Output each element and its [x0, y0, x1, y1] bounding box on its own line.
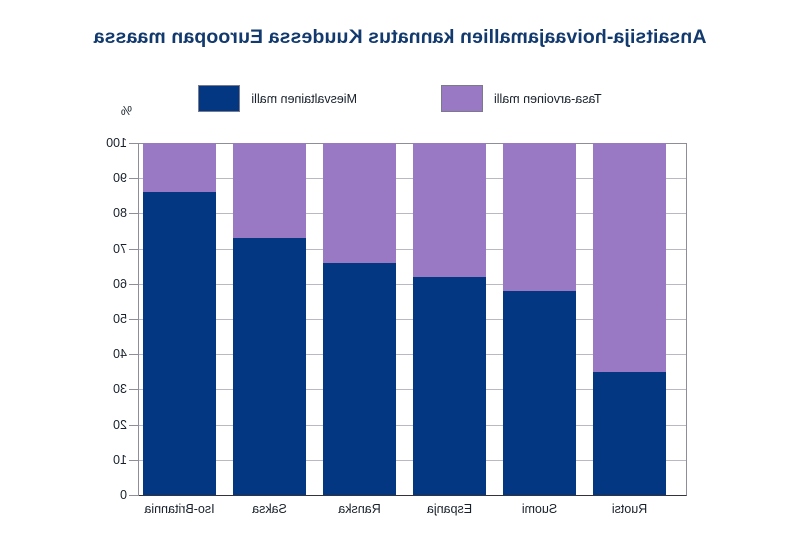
bar-segment[interactable]	[143, 143, 216, 193]
y-axis-tick-labels: 0 10 20 30 40 50 60 70 80 90 100	[92, 136, 132, 502]
y-axis-unit-label: %	[120, 104, 132, 118]
bar-segment[interactable]	[323, 262, 396, 495]
bar-segment[interactable]	[233, 143, 306, 239]
bar-group[interactable]	[233, 143, 306, 495]
bar-segment[interactable]	[413, 143, 486, 277]
y-axis-tick-label: 0	[120, 488, 127, 502]
y-axis-tick-label: 80	[113, 206, 127, 221]
x-axis-category-labels: Ruotsi Suomi Espanja Ranska Saksa Iso-Britann…	[139, 502, 687, 532]
bar-segment[interactable]	[503, 290, 576, 495]
y-axis-tick	[129, 495, 139, 496]
bar-segment[interactable]	[323, 143, 396, 263]
bar-group[interactable]	[323, 143, 396, 495]
legend-swatch-icon	[198, 85, 241, 112]
y-axis-tick-label: 60	[113, 276, 127, 291]
legend-item-tasa-arvoinen-malli[interactable]: Tasa-arvoinen malli	[440, 85, 602, 112]
bar-group[interactable]	[503, 143, 576, 495]
y-axis-tick-label: 10	[113, 452, 127, 467]
bar-segment[interactable]	[413, 276, 486, 495]
bar-segment[interactable]	[143, 192, 216, 495]
y-axis-tick-label: 70	[113, 241, 127, 256]
legend-label: Miesvaltainen malli	[251, 91, 357, 106]
legend-swatch-icon	[440, 85, 483, 112]
bar-group[interactable]	[413, 143, 486, 495]
y-axis-tick-label: 50	[113, 312, 127, 326]
legend-item-miesvaltainen-malli[interactable]: Miesvaltainen malli	[198, 85, 357, 112]
bars-layer	[139, 143, 687, 495]
y-axis-tick-label: 40	[113, 347, 127, 362]
chart-title: Ansaitsija-hoivaajamallien kannatus Kuud…	[93, 26, 707, 48]
y-axis-tick-label: 30	[113, 382, 127, 397]
bar-group[interactable]	[143, 143, 216, 495]
y-axis-tick-label: 90	[113, 171, 127, 186]
bar-segment[interactable]	[593, 371, 666, 495]
x-axis-category-label: Iso-Britannia	[144, 502, 215, 516]
y-axis-tick-label: 20	[113, 417, 127, 432]
bar-segment[interactable]	[593, 143, 666, 372]
legend-label: Tasa-arvoinen malli	[493, 91, 602, 106]
bar-group[interactable]	[593, 143, 666, 495]
bar-segment[interactable]	[503, 143, 576, 291]
y-axis-tick-label: 100	[106, 136, 127, 150]
bar-segment[interactable]	[233, 238, 306, 495]
